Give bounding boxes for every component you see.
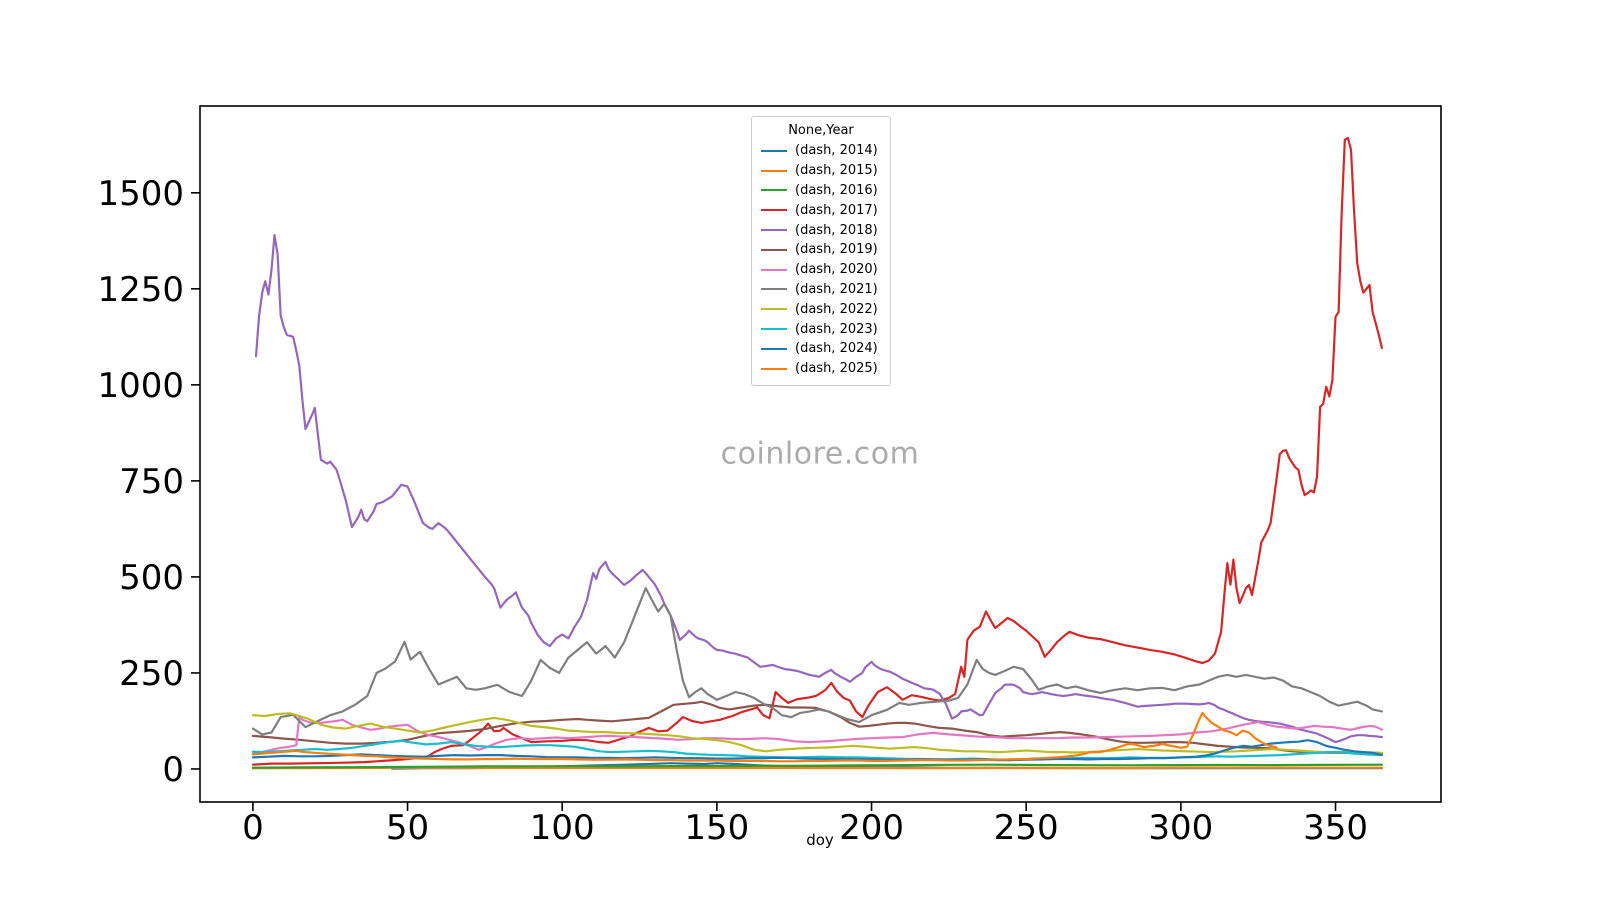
legend-item: (dash, 2018): [752, 220, 890, 240]
legend-line-swatch: [761, 229, 787, 232]
legend-item: (dash, 2020): [752, 260, 890, 280]
plot-border: [199, 105, 1442, 803]
legend-item-label: (dash, 2015): [795, 163, 878, 179]
legend-line-swatch: [761, 268, 787, 271]
x-tick-label: 150: [684, 808, 749, 848]
legend-line-swatch: [761, 189, 787, 192]
legend-item-label: (dash, 2025): [795, 361, 878, 377]
y-tick-label: 250: [119, 654, 184, 694]
series-line-2024: [251, 739, 1383, 762]
legend-item-label: (dash, 2020): [795, 262, 878, 278]
legend-item-label: (dash, 2014): [795, 143, 878, 159]
y-tick-label: 1500: [97, 174, 184, 214]
series-line-2019: [251, 700, 1383, 755]
legend-items: (dash, 2014) (dash, 2015) (dash, 2016) (das…: [752, 141, 890, 379]
legend-line-swatch: [761, 288, 787, 291]
series-line-2018: [254, 234, 1383, 744]
legend-line-swatch: [761, 149, 787, 152]
series-line-2025: [251, 711, 1278, 763]
series-line-2020: [251, 716, 1383, 755]
legend-item: (dash, 2025): [752, 359, 890, 379]
y-tick-label: 0: [162, 750, 184, 790]
watermark: coinlore.com: [720, 436, 920, 472]
legend-line-swatch: [761, 169, 787, 172]
legend-item-label: (dash, 2019): [795, 242, 878, 258]
legend-line-swatch: [761, 367, 787, 370]
x-tick-label: 350: [1303, 808, 1368, 848]
x-axis-label: doy: [806, 831, 834, 849]
legend-title: None,Year: [788, 123, 854, 138]
y-tick-label: 1000: [97, 366, 184, 406]
legend-item-label: (dash, 2017): [795, 202, 878, 218]
series-line-2021: [251, 587, 1383, 736]
legend-line-swatch: [761, 347, 787, 350]
y-tick-label: 1250: [97, 270, 184, 310]
legend-item: (dash, 2023): [752, 319, 890, 339]
x-tick-label: 250: [994, 808, 1059, 848]
x-tick-label: 50: [386, 808, 429, 848]
series-line-2017: [251, 136, 1383, 766]
legend-item-label: (dash, 2016): [795, 182, 878, 198]
legend-item-label: (dash, 2022): [795, 301, 878, 317]
x-tick-label: 100: [530, 808, 595, 848]
legend-line-swatch: [761, 209, 787, 212]
y-tick-label: 750: [119, 462, 184, 502]
legend-item-label: (dash, 2023): [795, 321, 878, 337]
legend: None,Year (dash, 2014) (dash, 2015) (dash,…: [751, 116, 891, 386]
series-line-2016: [251, 763, 1383, 769]
legend-item: (dash, 2024): [752, 339, 890, 359]
y-tick-label: 500: [119, 558, 184, 598]
legend-item-label: (dash, 2024): [795, 341, 878, 357]
legend-item: (dash, 2016): [752, 181, 890, 201]
legend-line-swatch: [761, 328, 787, 331]
legend-item: (dash, 2019): [752, 240, 890, 260]
legend-item: (dash, 2015): [752, 161, 890, 181]
legend-item-label: (dash, 2018): [795, 222, 878, 238]
legend-item-label: (dash, 2021): [795, 281, 878, 297]
x-tick-label: 0: [242, 808, 264, 848]
legend-line-swatch: [761, 248, 787, 251]
legend-line-swatch: [761, 308, 787, 311]
series-line-2022: [251, 712, 1383, 754]
legend-item: (dash, 2022): [752, 299, 890, 319]
x-tick-label: 300: [1148, 808, 1213, 848]
legend-item: (dash, 2017): [752, 200, 890, 220]
legend-item: (dash, 2014): [752, 141, 890, 161]
legend-item: (dash, 2021): [752, 280, 890, 300]
x-tick-label: 200: [839, 808, 904, 848]
